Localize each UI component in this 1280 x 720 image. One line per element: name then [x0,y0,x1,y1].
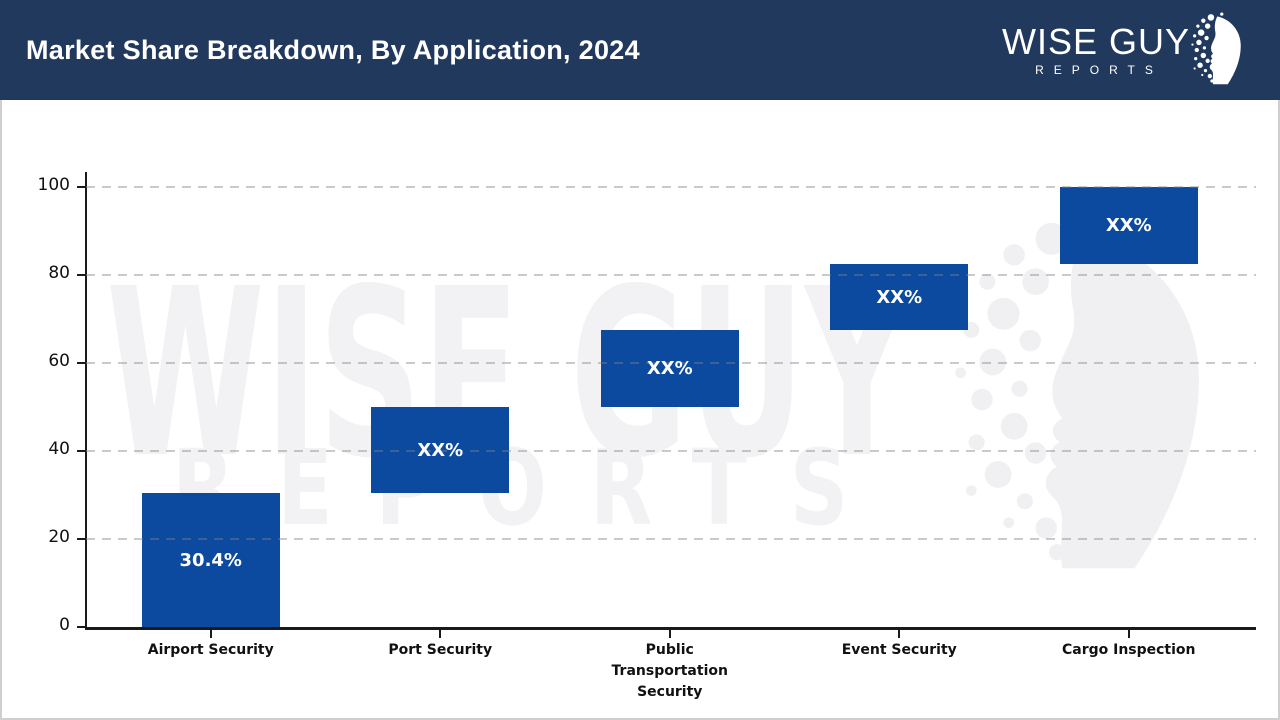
category-label-event-security: Event Security [841,642,957,658]
y-tick-label-40: 40 [48,439,70,459]
gridline-100 [86,186,1256,188]
category-label-port-security: Port Security [388,642,493,658]
bar-value-label-port-security: XX% [417,439,464,461]
gridline-20 [86,538,1256,540]
x-tick-airport-security [209,630,212,638]
bar-value-label-event-security: XX% [876,286,923,308]
bar-value-label-airport-security: 30.4% [179,549,242,571]
y-axis-line [85,172,87,630]
dotted-face-icon [1191,12,1241,85]
y-tick-label-80: 80 [48,263,70,283]
bar-value-label-cargo-inspection: XX% [1105,215,1152,236]
page-title: Market Share Breakdown, By Application, … [26,34,640,65]
gridline-80 [86,274,1256,276]
x-axis-line [85,627,1256,630]
x-tick-cargo-inspection [1127,630,1130,638]
y-tick-80 [77,274,85,276]
y-tick-label-100: 100 [37,175,70,195]
x-tick-port-security [439,630,442,638]
category-label-airport-security: Airport Security [147,642,274,658]
category-label-cargo-inspection: Cargo Inspection [1061,642,1196,658]
bar-event-security [830,264,969,330]
wise-guy-logo: WISE GUY REPORTS [1002,12,1248,88]
y-tick-40 [77,450,85,452]
gridline-40 [86,450,1256,452]
gridline-60 [86,362,1256,364]
y-tick-label-0: 0 [59,615,70,635]
y-tick-label-20: 20 [48,527,70,547]
header-bar: Market Share Breakdown, By Application, … [0,0,1280,100]
logo-text: WISE GUY REPORTS [1001,21,1190,77]
y-tick-60 [77,362,85,364]
watermark-subtitle: REPORTS [172,427,892,549]
y-tick-0 [77,626,85,628]
bar-cargo-inspection [1059,187,1198,264]
logo-subtitle: REPORTS [1035,63,1163,77]
x-tick-public-transportation-security [668,630,671,638]
x-tick-event-security [898,630,901,638]
chart-frame [0,100,1280,720]
bar-airport-security [141,493,280,627]
y-tick-100 [77,186,85,188]
y-tick-label-60: 60 [48,351,70,371]
y-tick-20 [77,538,85,540]
category-label-public-transportation-security: Public Transportation Security [611,642,728,700]
logo-wordmark: WISE GUY [1001,21,1190,62]
bar-value-label-public-transportation-security: XX% [646,358,693,379]
bar-port-security [371,407,510,494]
bar-public-transportation-security [600,330,739,407]
